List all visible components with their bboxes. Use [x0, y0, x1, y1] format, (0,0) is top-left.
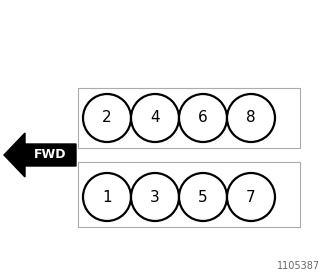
Text: 2: 2 — [102, 110, 112, 126]
Circle shape — [131, 173, 179, 221]
Bar — [78, 162, 300, 227]
Circle shape — [179, 94, 227, 142]
Text: 5: 5 — [198, 190, 208, 205]
Circle shape — [227, 173, 275, 221]
Text: 3: 3 — [150, 190, 160, 205]
Circle shape — [227, 94, 275, 142]
Text: 4: 4 — [150, 110, 160, 126]
Circle shape — [179, 173, 227, 221]
Text: 8: 8 — [246, 110, 256, 126]
Text: 1: 1 — [102, 190, 112, 205]
Text: 1105387: 1105387 — [277, 261, 320, 271]
Polygon shape — [4, 133, 76, 177]
Circle shape — [131, 94, 179, 142]
Text: FWD: FWD — [34, 148, 66, 161]
Bar — [78, 88, 300, 148]
Circle shape — [83, 94, 131, 142]
Text: 7: 7 — [246, 190, 256, 205]
Circle shape — [83, 173, 131, 221]
Text: 6: 6 — [198, 110, 208, 126]
